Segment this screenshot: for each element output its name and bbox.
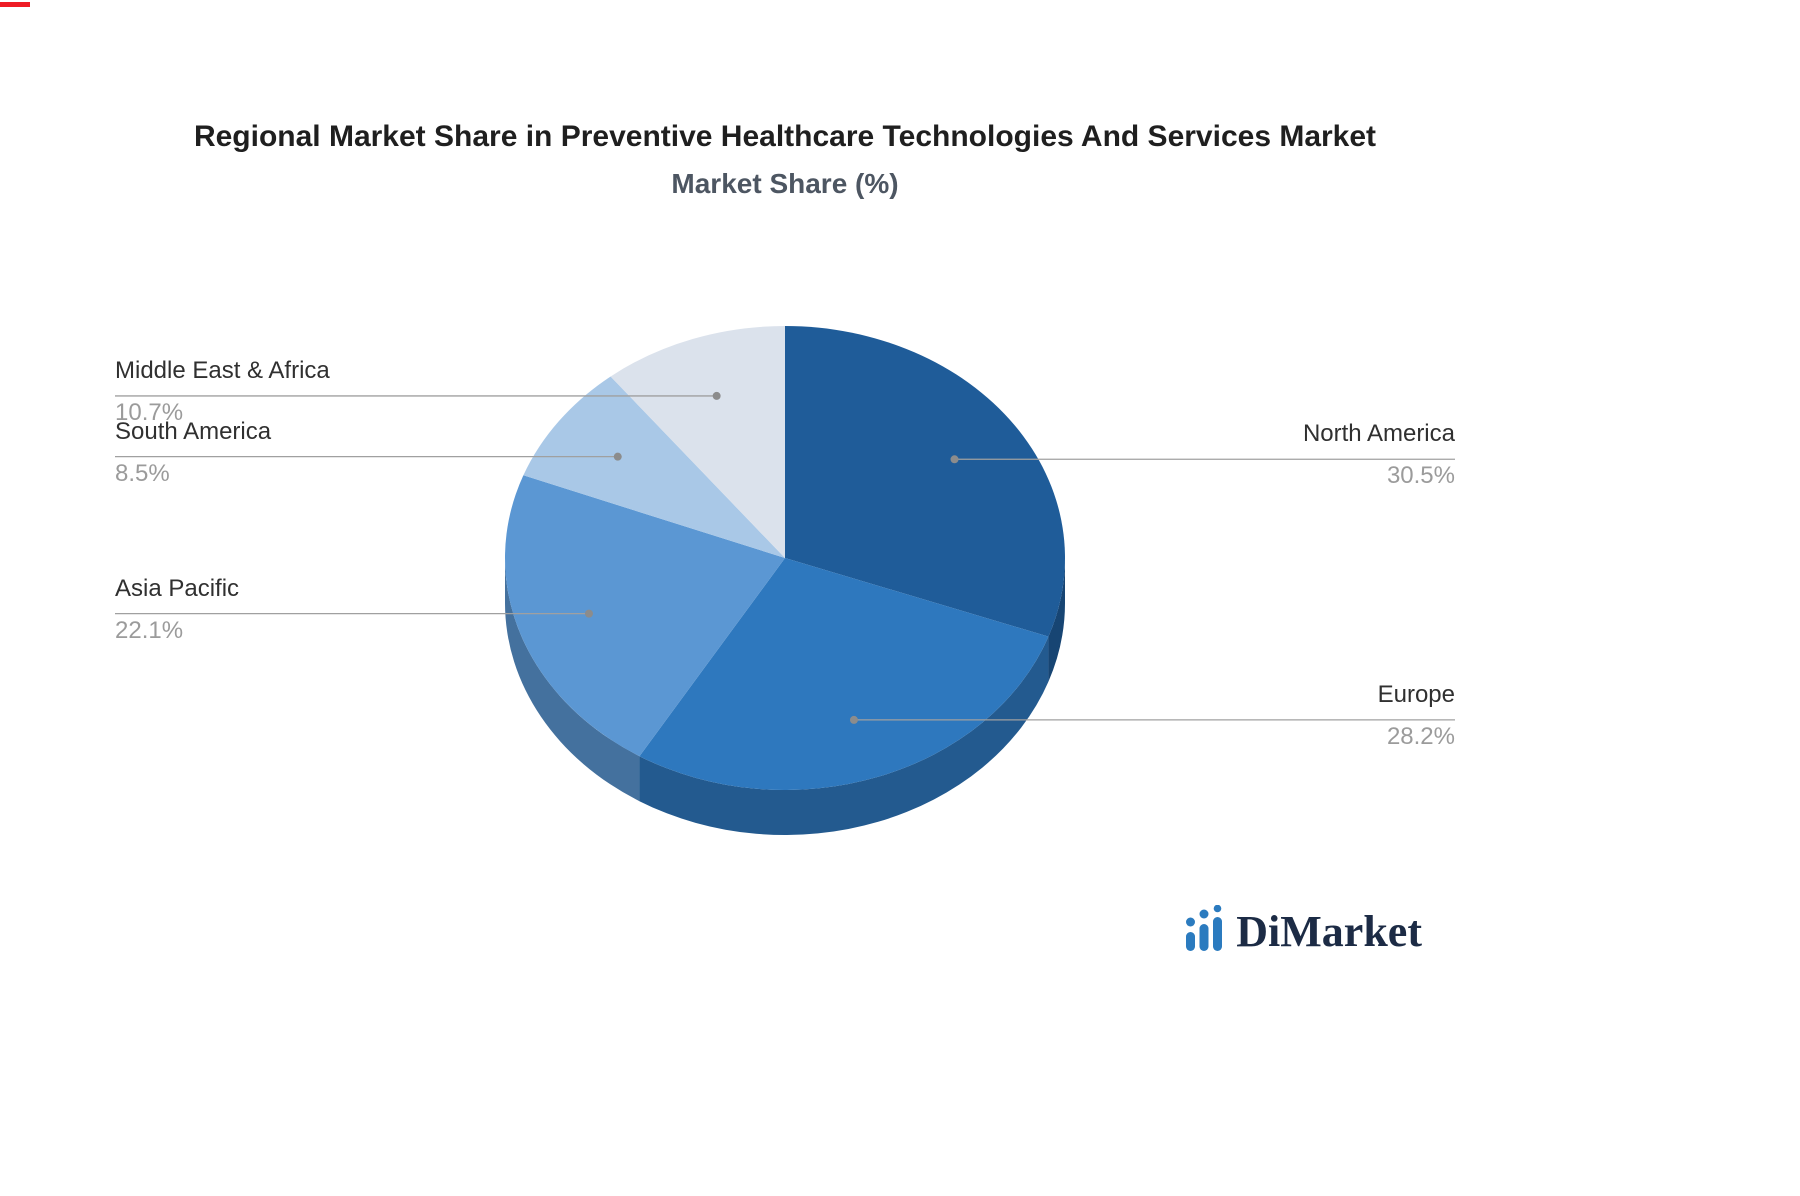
slice-name: South America bbox=[115, 417, 272, 445]
slice-name: Middle East & Africa bbox=[115, 356, 330, 384]
red-corner-artifact bbox=[0, 2, 30, 7]
pie-slice-side-europe bbox=[639, 636, 1049, 836]
pie-slice-side-north-america bbox=[1048, 558, 1065, 682]
slice-name: North America bbox=[1302, 420, 1455, 448]
slice-label-europe: Europe 28.2% bbox=[1378, 680, 1455, 750]
slice-label-asia-pacific: Asia Pacific 22.1% bbox=[115, 574, 239, 644]
leader-dot-north-america bbox=[950, 455, 959, 464]
slice-percent: 30.5% bbox=[1386, 462, 1455, 490]
pie-slice-europe[interactable] bbox=[639, 558, 1049, 791]
pie-slice-south-america[interactable] bbox=[523, 376, 785, 558]
slice-label-middle-east-africa: Middle East & Africa 10.7% bbox=[115, 356, 330, 426]
slice-name: Europe bbox=[1377, 680, 1455, 708]
slice-label-south-america: South America 8.5% bbox=[115, 417, 271, 487]
slice-percent: 8.5% bbox=[115, 459, 170, 487]
pie-slice-middle-east-africa[interactable] bbox=[610, 326, 785, 558]
leader-dot-middle-east-africa bbox=[712, 391, 721, 400]
chart-title: Regional Market Share in Preventive Heal… bbox=[193, 120, 1377, 153]
bar-chart-logo-icon bbox=[1186, 905, 1223, 951]
pie-slice-asia-pacific[interactable] bbox=[504, 475, 785, 757]
dimarket-logo: DiMarket bbox=[1186, 905, 1422, 954]
leader-dot-europe bbox=[849, 715, 858, 724]
dimarket-logo-text: DiMarket bbox=[1236, 907, 1422, 956]
slice-percent: 28.2% bbox=[1386, 722, 1455, 750]
leader-dot-south-america bbox=[613, 452, 622, 461]
pie-slice-north-america[interactable] bbox=[785, 326, 1065, 637]
slice-percent: 22.1% bbox=[115, 616, 184, 644]
slice-name: Asia Pacific bbox=[115, 574, 240, 602]
slice-label-north-america: North America 30.5% bbox=[1303, 419, 1455, 489]
chart-subtitle: Market Share (%) bbox=[671, 168, 899, 199]
pie-slice-side-asia-pacific bbox=[505, 558, 640, 802]
slice-percent: 10.7% bbox=[115, 398, 184, 426]
leader-dot-asia-pacific bbox=[584, 609, 593, 618]
